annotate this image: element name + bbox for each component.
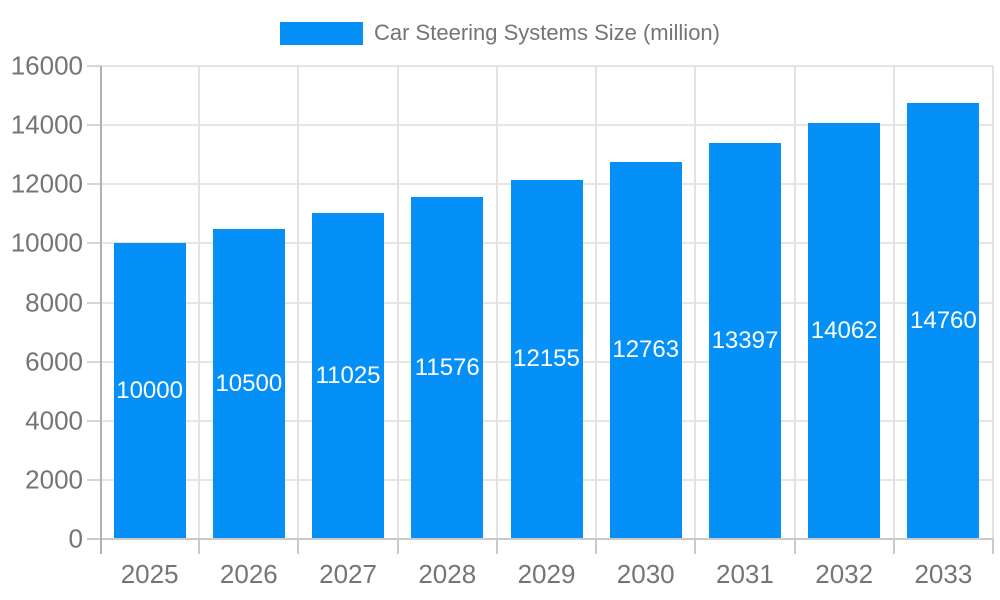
x-tick-label: 2028 bbox=[418, 559, 477, 589]
y-axis-tick bbox=[87, 65, 100, 67]
bar bbox=[708, 142, 781, 539]
gridline-vertical bbox=[495, 66, 498, 539]
bar bbox=[113, 243, 186, 539]
gridline-horizontal bbox=[100, 65, 993, 67]
x-tick-label: 2032 bbox=[815, 559, 874, 589]
legend-swatch bbox=[280, 21, 363, 45]
y-tick-label: 10000 bbox=[10, 227, 83, 258]
x-tick-label: 2030 bbox=[616, 559, 675, 589]
bar bbox=[907, 102, 980, 539]
x-axis-tick bbox=[495, 539, 498, 554]
x-axis-tick bbox=[992, 539, 994, 554]
bar bbox=[510, 179, 583, 539]
bar-value-label: 13397 bbox=[711, 326, 779, 354]
x-axis-tick bbox=[297, 539, 300, 554]
x-tick-label: 2026 bbox=[219, 559, 278, 589]
gridline-vertical bbox=[396, 66, 399, 539]
bar-value-label: 14062 bbox=[810, 317, 878, 345]
y-axis-tick bbox=[87, 124, 100, 127]
x-tick-label: 2029 bbox=[517, 559, 576, 589]
bar bbox=[808, 123, 881, 539]
bar bbox=[212, 228, 285, 539]
plot-area: 0 2000 4000 6000 8000 10000 12000 14000 16000 202… bbox=[11, 51, 994, 589]
x-axis-tick bbox=[892, 539, 895, 554]
gridline-vertical bbox=[992, 66, 994, 539]
gridline-vertical bbox=[595, 66, 598, 539]
bar bbox=[312, 213, 385, 539]
x-tick-label: 2033 bbox=[914, 559, 973, 589]
x-tick-label: 2025 bbox=[120, 559, 179, 589]
gridline-vertical bbox=[892, 66, 895, 539]
y-tick-label: 6000 bbox=[25, 346, 83, 377]
y-axis-tick bbox=[87, 419, 100, 422]
bar-value-label: 12763 bbox=[612, 336, 680, 364]
bar-value-label: 10000 bbox=[116, 377, 183, 405]
gridline-vertical bbox=[793, 66, 796, 539]
bar-value-label: 11025 bbox=[315, 362, 381, 390]
bar bbox=[411, 196, 484, 539]
y-tick-label: 2000 bbox=[25, 464, 83, 495]
x-tick-label: 2027 bbox=[319, 559, 377, 589]
x-axis-tick bbox=[595, 539, 598, 554]
y-axis-tick bbox=[87, 360, 100, 363]
x-axis-tick bbox=[694, 539, 697, 554]
bar bbox=[609, 161, 682, 539]
bar-value-label: 14760 bbox=[910, 306, 977, 334]
y-tick-label: 0 bbox=[68, 523, 83, 554]
y-tick-label: 8000 bbox=[25, 287, 83, 317]
x-axis-tick bbox=[793, 539, 796, 554]
y-axis-tick bbox=[87, 183, 100, 186]
legend-label: Car Steering Systems Size (million) bbox=[374, 20, 720, 45]
bar-value-label: 12155 bbox=[513, 345, 580, 373]
gridline-vertical bbox=[694, 66, 697, 539]
x-tick-label: 2031 bbox=[716, 559, 774, 589]
gridline-vertical bbox=[297, 66, 300, 539]
x-axis-baseline bbox=[87, 538, 993, 540]
gridline-vertical bbox=[198, 66, 201, 539]
gridline-horizontal bbox=[100, 124, 993, 127]
y-tick-label: 16000 bbox=[10, 50, 83, 81]
y-tick-label: 12000 bbox=[10, 168, 83, 199]
x-axis-tick bbox=[198, 539, 201, 554]
bar-value-label: 11576 bbox=[414, 353, 480, 381]
legend: Car Steering Systems Size (million) bbox=[0, 20, 1000, 46]
y-axis-tick bbox=[87, 301, 100, 304]
y-tick-label: 14000 bbox=[10, 109, 83, 140]
y-tick-label: 4000 bbox=[25, 405, 83, 436]
y-axis-tick bbox=[87, 242, 100, 245]
bar-value-label: 10500 bbox=[215, 369, 283, 397]
y-axis-line bbox=[100, 66, 102, 554]
y-axis-tick bbox=[87, 478, 100, 481]
x-axis-tick bbox=[396, 539, 399, 554]
